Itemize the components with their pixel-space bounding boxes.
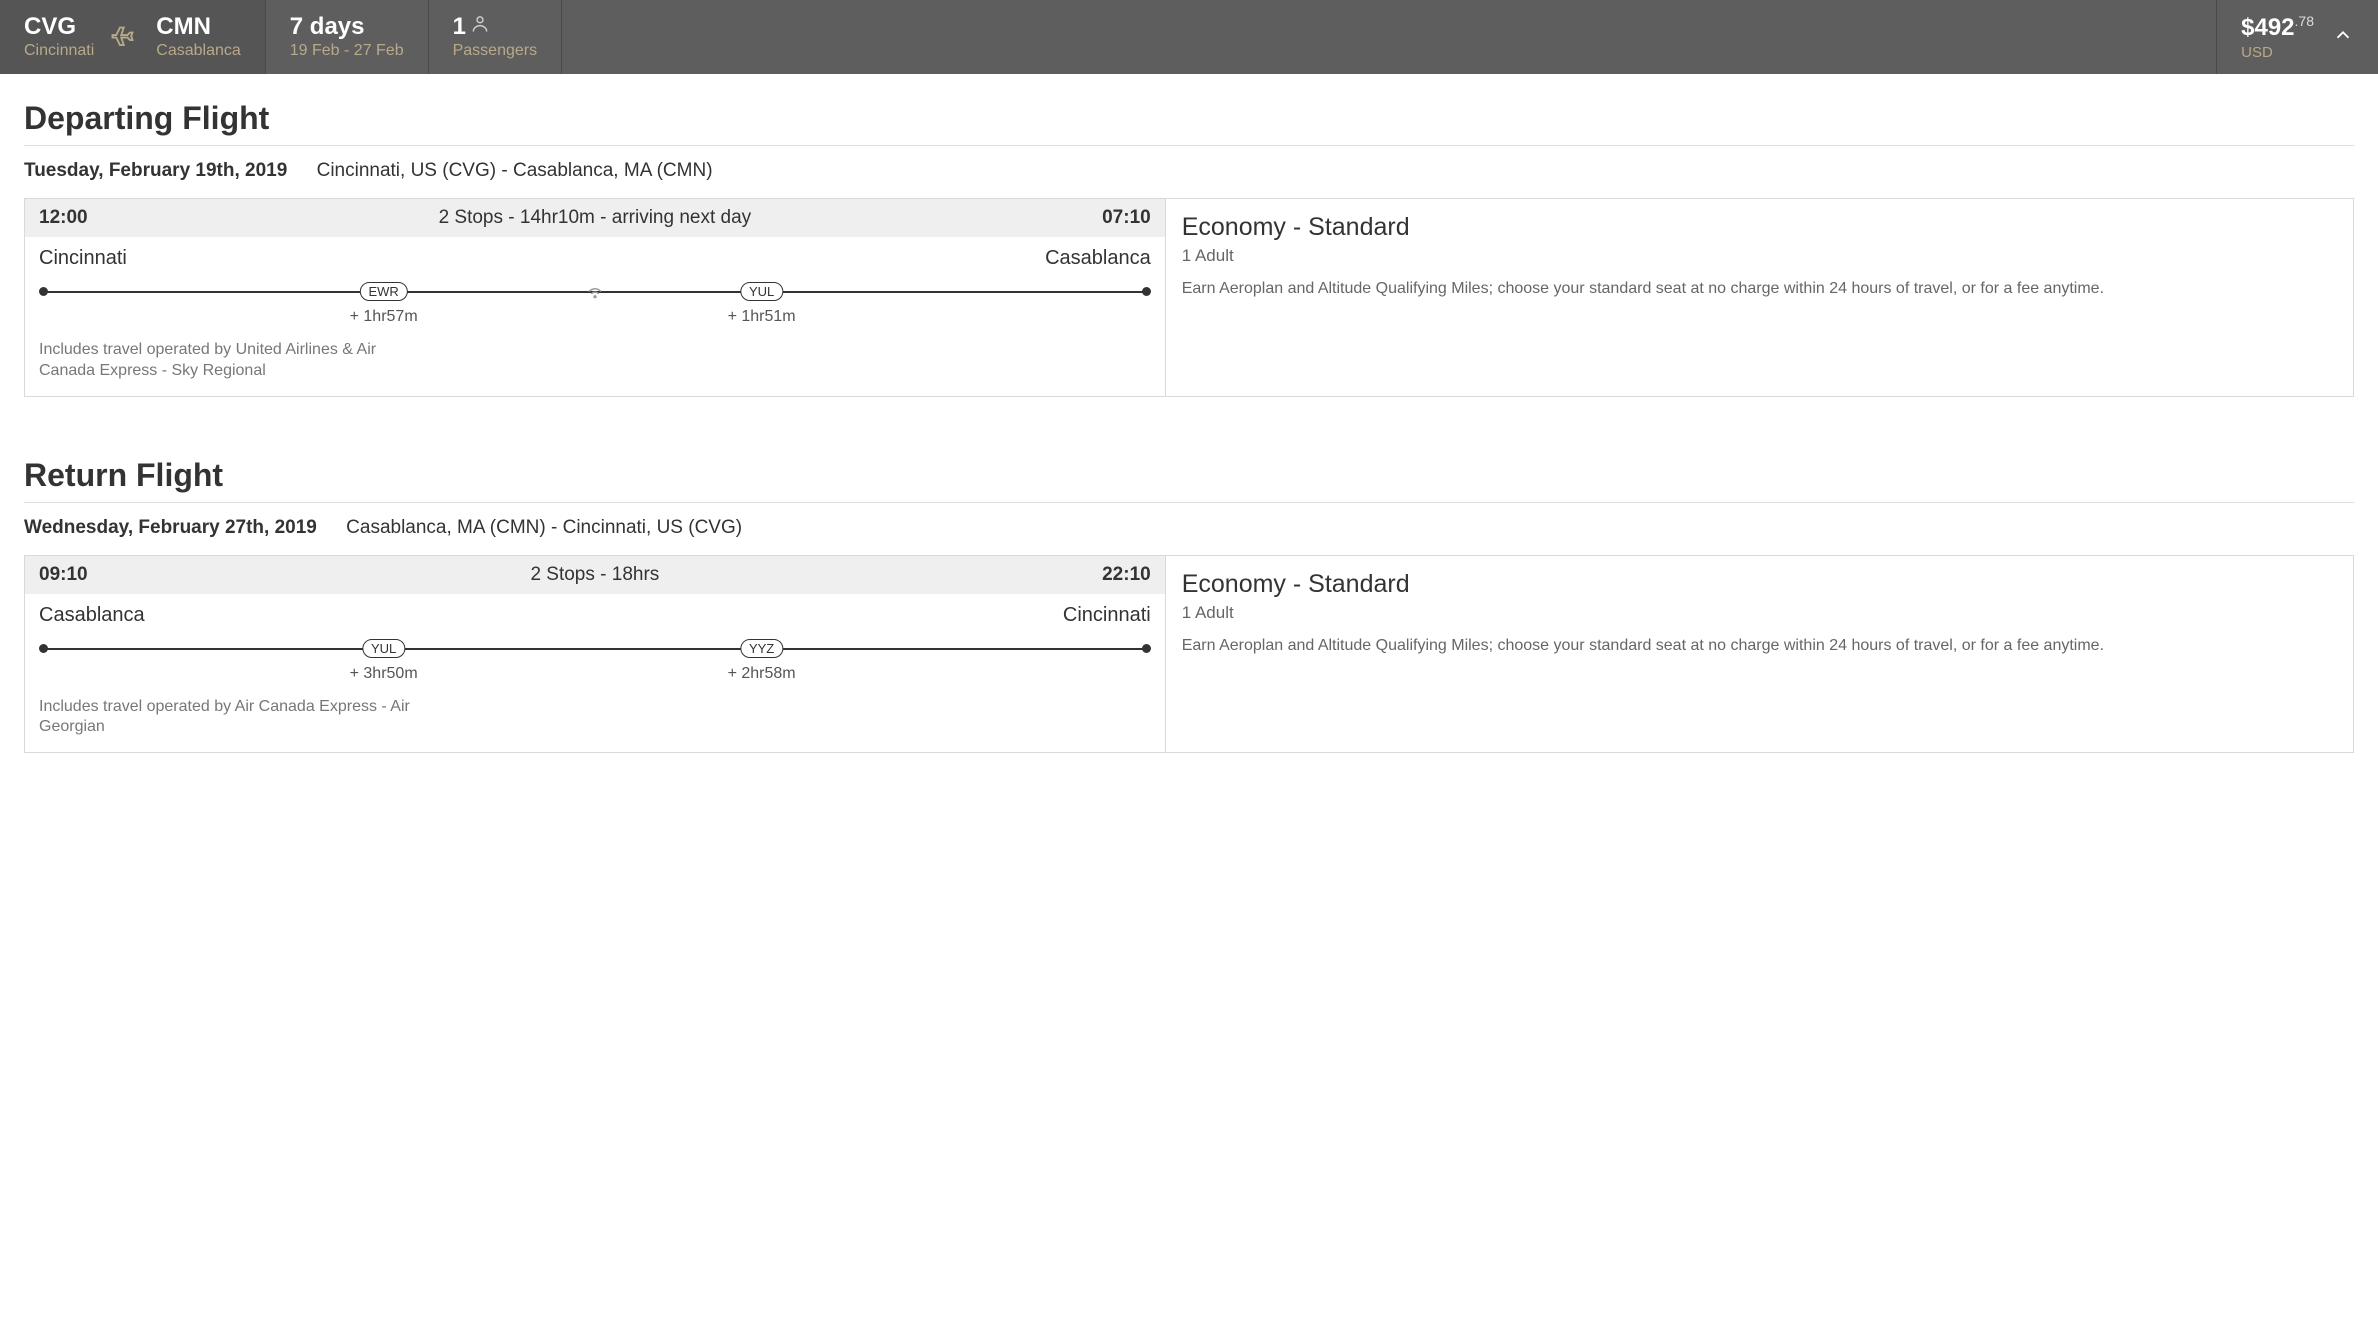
fare-pax: 1 Adult [1182,603,2337,623]
origin-code: CVG [24,14,94,40]
departing-title: Departing Flight [24,100,2354,137]
price-currency: USD [2241,44,2314,61]
layover: + 3hr50m [350,665,418,683]
dep-time: 12:00 [39,207,159,229]
dest-city: Casablanca [156,42,241,60]
price-segment[interactable]: $492.78 USD [2216,0,2378,74]
price-amount: $492.78 [2241,13,2314,42]
from-city: Casablanca [39,604,145,627]
departing-card-head: 12:00 2 Stops - 14hr10m - arriving next … [25,199,1165,237]
fare-desc: Earn Aeroplan and Altitude Qualifying Mi… [1182,278,2337,300]
route-segment[interactable]: CVG Cincinnati CMN Casablanca [0,0,266,74]
pax-label: Passengers [453,42,538,60]
stop-pill: YUL [362,639,405,658]
chevron-up-icon[interactable] [2332,24,2354,51]
wifi-icon [586,284,604,307]
to-city: Casablanca [1045,247,1151,270]
duration-dates: 19 Feb - 27 Feb [290,42,404,60]
to-city: Cincinnati [1063,604,1151,627]
departing-subline: Tuesday, February 19th, 2019 Cincinnati,… [24,160,2354,182]
layover: + 1hr51m [728,308,796,326]
duration-segment[interactable]: 7 days 19 Feb - 27 Feb [266,0,429,74]
plane-icon [110,20,140,55]
dep-summary: 2 Stops - 18hrs [159,564,1031,586]
fare-desc: Earn Aeroplan and Altitude Qualifying Mi… [1182,635,2337,657]
dep-summary: 2 Stops - 14hr10m - arriving next day [159,207,1031,229]
stop-pill: EWR [359,282,407,301]
stop-pill: YUL [740,282,783,301]
departing-timeline: EWR YUL [39,282,1151,302]
return-card-head: 09:10 2 Stops - 18hrs 22:10 [25,556,1165,594]
duration-title: 7 days [290,14,404,40]
operated-by: Includes travel operated by Air Canada E… [39,697,419,739]
from-city: Cincinnati [39,247,127,270]
summary-bar: CVG Cincinnati CMN Casablanca 7 days 19 … [0,0,2378,74]
fare-title: Economy - Standard [1182,570,2337,599]
return-card: 09:10 2 Stops - 18hrs 22:10 Casablanca C… [24,555,2354,754]
dep-time: 09:10 [39,564,159,586]
operated-by: Includes travel operated by United Airli… [39,340,419,382]
arr-time: 22:10 [1031,564,1151,586]
return-title: Return Flight [24,457,2354,494]
arr-time: 07:10 [1031,207,1151,229]
return-timeline: YUL YYZ [39,639,1151,659]
person-icon [470,14,490,40]
layover: + 1hr57m [350,308,418,326]
stop-pill: YYZ [740,639,783,658]
fare-pax: 1 Adult [1182,246,2337,266]
fare-title: Economy - Standard [1182,213,2337,242]
pax-count: 1 [453,14,466,40]
layover: + 2hr58m [728,665,796,683]
return-subline: Wednesday, February 27th, 2019 Casablanc… [24,517,2354,539]
dest-code: CMN [156,14,241,40]
origin-city: Cincinnati [24,42,94,60]
departing-card: 12:00 2 Stops - 14hr10m - arriving next … [24,198,2354,397]
passengers-segment[interactable]: 1 Passengers [429,0,563,74]
